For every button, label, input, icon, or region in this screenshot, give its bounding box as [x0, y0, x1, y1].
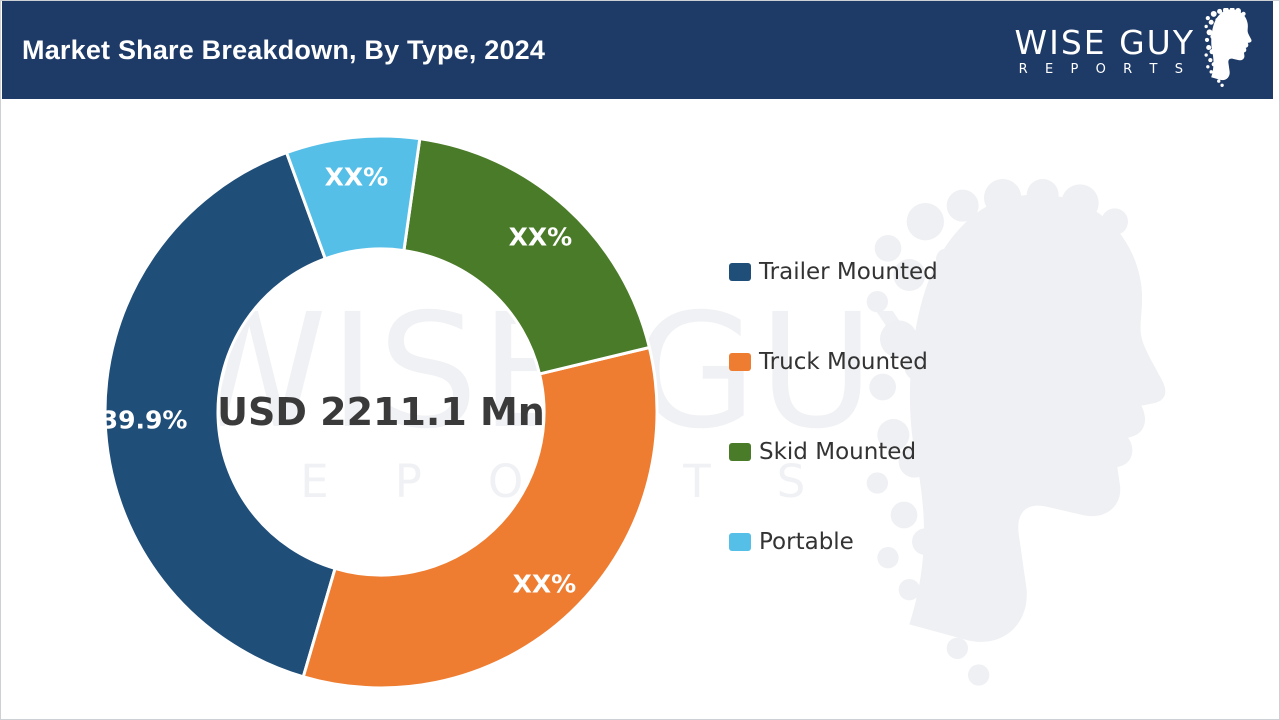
logo-dot — [920, 397, 942, 419]
logo-dot — [1217, 79, 1221, 83]
slice-value-label-skid-mounted: XX% — [509, 223, 573, 252]
watermark-face-logo — [866, 179, 1166, 686]
logo-wise-guy-text: WISE GUY — [1014, 23, 1195, 62]
logo-dot — [1204, 37, 1210, 43]
logo-dot — [933, 485, 950, 502]
face-profile-shape — [909, 194, 1166, 642]
logo-dot — [1219, 23, 1223, 27]
logo-dot — [1208, 57, 1213, 63]
logo-dot — [1210, 34, 1216, 40]
logo-dot — [866, 472, 888, 494]
logo-dot — [1206, 65, 1210, 69]
logo-dot — [1220, 83, 1224, 87]
logo-dot — [1212, 41, 1217, 45]
logo-dot — [922, 603, 950, 630]
logo-dot — [1215, 18, 1219, 22]
logo-dot — [1101, 208, 1128, 235]
slice-value-label-trailer-mounted: 39.9% — [101, 406, 188, 435]
slice-value-label-portable: XX% — [325, 162, 389, 191]
logo-dot — [1213, 73, 1218, 79]
logo-dot — [1216, 47, 1220, 50]
slice-value-label-truck-mounted: XX% — [513, 570, 577, 599]
legend-marker-portable — [729, 533, 751, 551]
logo-dot — [1208, 19, 1214, 25]
logo-dot — [877, 419, 910, 451]
donut-segment-skid-mounted — [402, 137, 651, 376]
legend-label-portable: Portable — [759, 529, 854, 555]
logo-dot — [1235, 8, 1242, 14]
legend-label-trailer-mounted: Trailer Mounted — [759, 259, 938, 285]
logo-dot — [1217, 8, 1223, 14]
logo-dot — [912, 528, 939, 555]
logo-dot — [1222, 8, 1229, 14]
logo-dot — [984, 179, 1022, 217]
legend-item-portable: Portable — [729, 524, 854, 560]
donut-center-value: USD 2211.1 Mn — [217, 390, 545, 434]
logo-reports-text: R E P O R T S — [1018, 62, 1191, 77]
logo-dot — [906, 203, 944, 241]
donut-segment-truck-mounted — [301, 346, 659, 690]
logo-dot — [904, 349, 936, 382]
logo-dot — [898, 445, 931, 478]
header-bar: Market Share Breakdown, By Type, 2024 WI… — [2, 1, 1273, 99]
logo-face-icon — [1204, 8, 1252, 87]
logo-dot — [1211, 62, 1216, 67]
logo-dot — [1241, 11, 1246, 16]
logo-dot — [962, 280, 984, 302]
logo-dot — [1026, 179, 1059, 211]
logo-dot — [944, 432, 960, 449]
logo-dot — [1229, 8, 1235, 13]
logo-dot — [946, 189, 979, 222]
donut-segment-portable — [285, 134, 422, 261]
logo-dot — [1210, 10, 1217, 17]
logo-dot — [1206, 29, 1213, 36]
logo-dot — [1204, 24, 1208, 29]
logo-dot — [1204, 53, 1208, 57]
legend-marker-truck-mounted — [729, 353, 751, 371]
legend-marker-trailer-mounted — [729, 263, 751, 281]
logo-dot — [898, 579, 920, 601]
logo-dot — [880, 320, 918, 358]
logo-dot — [946, 333, 968, 355]
legend-marker-skid-mounted — [729, 443, 751, 461]
legend-item-trailer-mounted: Trailer Mounted — [729, 254, 938, 290]
wise-guy-reports-logo: WISE GUY R E P O R T S — [1014, 1, 1263, 99]
logo-dot — [866, 291, 888, 313]
logo-dot — [1209, 70, 1213, 74]
legend-item-truck-mounted: Truck Mounted — [729, 344, 928, 380]
logo-dot — [968, 664, 990, 686]
legend-label-skid-mounted: Skid Mounted — [759, 439, 917, 465]
logo-dot — [946, 637, 968, 659]
face-profile-shape — [1211, 9, 1252, 81]
logo-dot — [874, 235, 902, 262]
logo-dot — [1214, 55, 1218, 58]
logo-dot — [1209, 49, 1215, 55]
logo-dot — [1061, 184, 1099, 222]
logo-dot — [1213, 26, 1218, 31]
logo-dot — [893, 259, 926, 291]
logo-dot — [890, 501, 918, 529]
page-title: Market Share Breakdown, By Type, 2024 — [22, 34, 546, 65]
logo-dot — [936, 248, 958, 270]
donut-segment-trailer-mounted — [103, 151, 337, 679]
legend-label-truck-mounted: Truck Mounted — [759, 349, 928, 375]
logo-dot — [1205, 15, 1210, 21]
legend-item-skid-mounted: Skid Mounted — [729, 434, 916, 470]
logo-dot — [1206, 44, 1212, 50]
logo-dot — [1217, 31, 1221, 35]
logo-dot — [869, 373, 896, 401]
logo-dot — [877, 547, 899, 569]
logo-dot — [922, 299, 950, 326]
